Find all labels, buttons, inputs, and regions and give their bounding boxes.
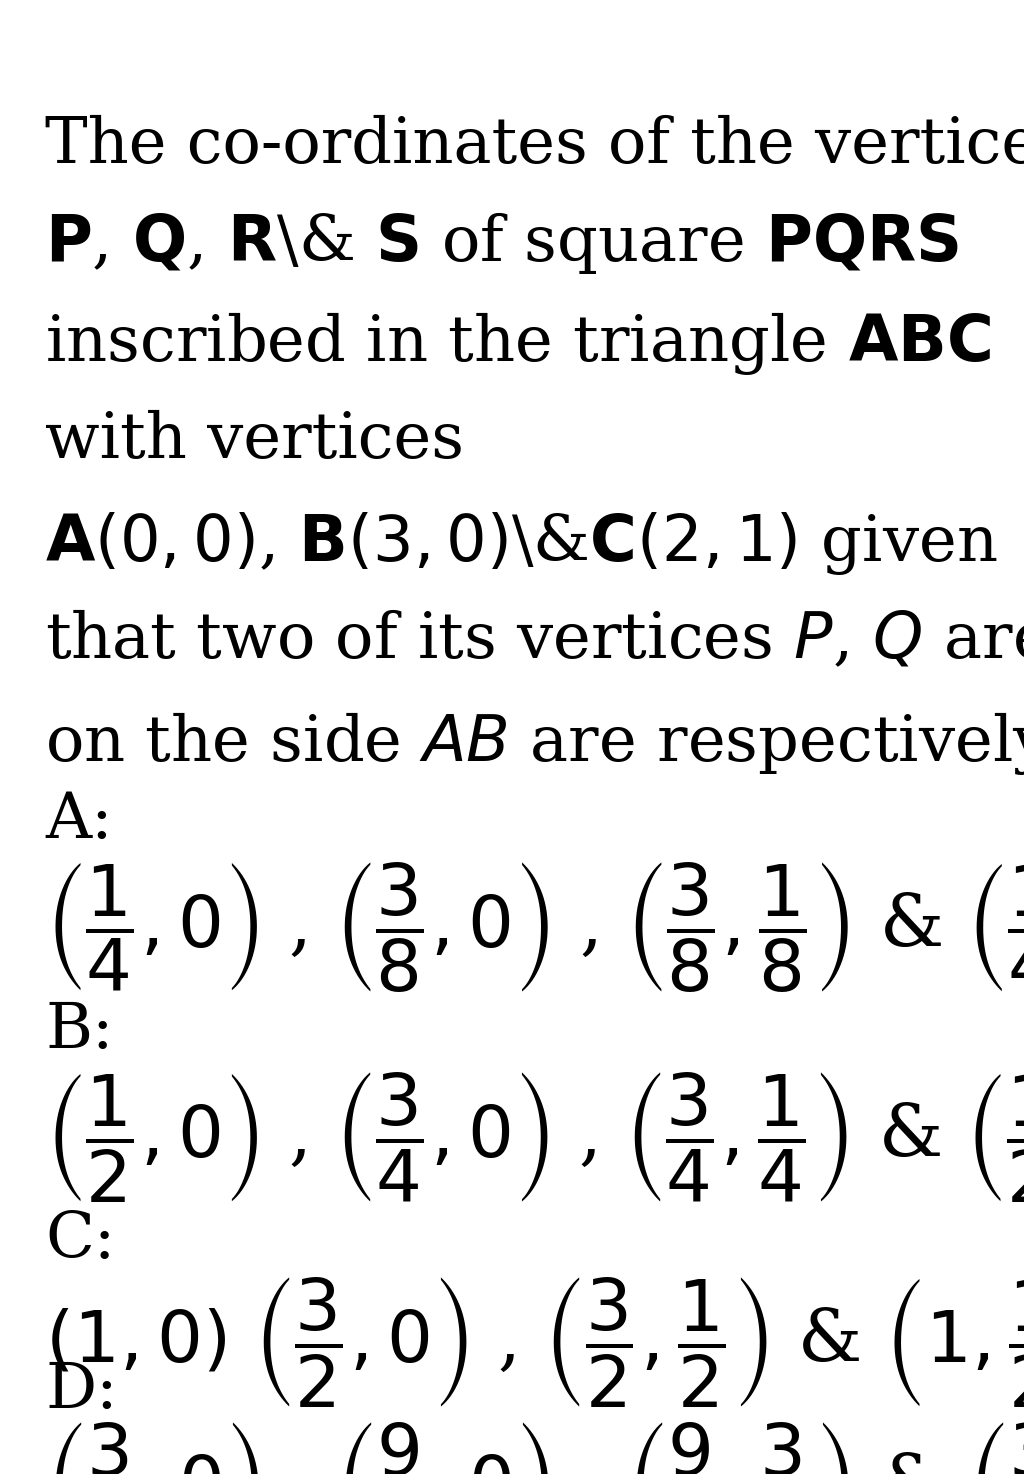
Text: inscribed in the triangle $\mathbf{ABC}$: inscribed in the triangle $\mathbf{ABC}$ [45,310,991,377]
Text: $\left(\dfrac{1}{2},0\right)$ , $\left(\dfrac{3}{4},0\right)$ , $\left(\dfrac{3}: $\left(\dfrac{1}{2},0\right)$ , $\left(\… [45,1070,1024,1204]
Text: $\left(1,0\right)$ $\left(\dfrac{3}{2},0\right)$ , $\left(\dfrac{3}{2},\dfrac{1}: $\left(1,0\right)$ $\left(\dfrac{3}{2},0… [45,1275,1024,1409]
Text: A:: A: [45,790,113,850]
Text: D:: D: [45,1361,118,1421]
Text: that two of its vertices $P$, $Q$ are: that two of its vertices $P$, $Q$ are [45,610,1024,672]
Text: B:: B: [45,999,114,1061]
Text: $\mathbf{A}(0, 0)$, $\mathbf{B}(3, 0)$\&$\mathbf{C}(2, 1)$ given: $\mathbf{A}(0, 0)$, $\mathbf{B}(3, 0)$\&… [45,510,997,576]
Text: C:: C: [45,1210,116,1271]
Text: $\left(\dfrac{3}{2},0\right)$ , $\left(\dfrac{9}{4},0\right)$ , $\left(\dfrac{9}: $\left(\dfrac{3}{2},0\right)$ , $\left(\… [45,1419,1024,1474]
Text: $\left(\dfrac{1}{4},0\right)$ , $\left(\dfrac{3}{8},0\right)$ , $\left(\dfrac{3}: $\left(\dfrac{1}{4},0\right)$ , $\left(\… [45,859,1024,995]
Text: $\mathbf{P}$, $\mathbf{Q}$, $\mathbf{R}$\& $\mathbf{S}$ of square $\mathbf{PQRS}: $\mathbf{P}$, $\mathbf{Q}$, $\mathbf{R}$… [45,209,959,276]
Text: The co-ordinates of the vertices: The co-ordinates of the vertices [45,115,1024,175]
Text: on the side $AB$ are respectively: on the side $AB$ are respectively [45,710,1024,777]
Text: with vertices: with vertices [45,410,464,472]
